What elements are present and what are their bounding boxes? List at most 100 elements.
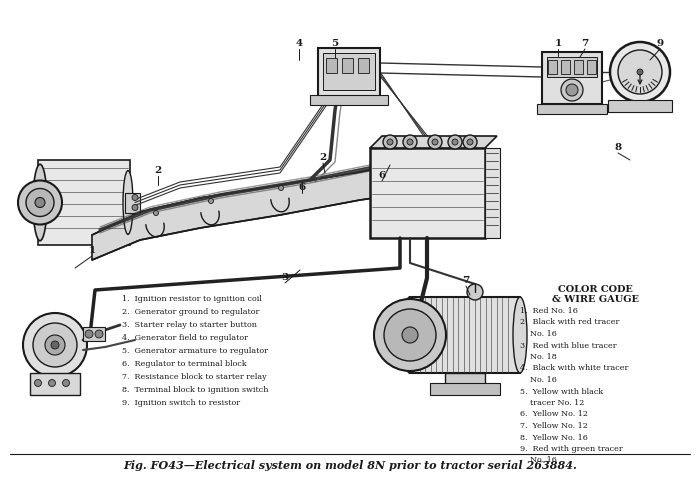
Text: 2.  Generator ground to regulator: 2. Generator ground to regulator	[122, 308, 260, 316]
Text: 8.  Yellow No. 16: 8. Yellow No. 16	[520, 434, 588, 442]
Text: COLOR CODE
& WIRE GAUGE: COLOR CODE & WIRE GAUGE	[552, 285, 638, 304]
Circle shape	[384, 309, 436, 361]
Text: 1.  Red No. 16: 1. Red No. 16	[520, 307, 578, 315]
Text: 8.  Terminal block to ignition switch: 8. Terminal block to ignition switch	[122, 386, 269, 394]
Circle shape	[618, 50, 662, 94]
Text: 5: 5	[331, 39, 339, 48]
Bar	[485, 148, 500, 238]
Circle shape	[428, 135, 442, 149]
Circle shape	[448, 135, 462, 149]
Bar	[548, 60, 557, 74]
Circle shape	[463, 135, 477, 149]
Ellipse shape	[123, 171, 133, 234]
Circle shape	[402, 327, 418, 343]
Circle shape	[95, 330, 103, 338]
Ellipse shape	[33, 164, 47, 241]
Text: 4.  Generator field to regulator: 4. Generator field to regulator	[122, 334, 248, 342]
Bar	[38, 160, 130, 245]
Bar	[561, 60, 570, 74]
Circle shape	[467, 284, 483, 300]
Circle shape	[383, 135, 397, 149]
Circle shape	[51, 341, 59, 349]
Text: 3.  Red with blue tracer: 3. Red with blue tracer	[520, 341, 617, 349]
Circle shape	[209, 198, 214, 204]
Circle shape	[432, 139, 438, 145]
Text: 2.  Black with red tracer: 2. Black with red tracer	[520, 318, 620, 326]
Bar	[370, 148, 485, 238]
Text: 2: 2	[319, 153, 327, 162]
Ellipse shape	[402, 297, 418, 373]
Circle shape	[566, 84, 578, 96]
Text: 6.  Yellow No. 12: 6. Yellow No. 12	[520, 411, 588, 419]
Bar	[410, 297, 520, 373]
Bar	[318, 48, 380, 100]
Circle shape	[561, 79, 583, 101]
Text: 9.  Red with green tracer: 9. Red with green tracer	[520, 445, 623, 453]
Text: 1: 1	[554, 39, 561, 48]
Bar	[537, 104, 607, 114]
Bar	[83, 327, 105, 341]
Bar	[445, 373, 485, 391]
Text: 8: 8	[615, 143, 622, 152]
Circle shape	[85, 330, 93, 338]
Polygon shape	[92, 165, 395, 260]
Circle shape	[34, 380, 41, 387]
Bar	[30, 373, 80, 395]
Polygon shape	[370, 136, 497, 148]
Circle shape	[26, 188, 54, 217]
Circle shape	[48, 380, 55, 387]
Circle shape	[132, 205, 138, 210]
Circle shape	[62, 380, 69, 387]
Circle shape	[279, 185, 284, 191]
Ellipse shape	[513, 297, 527, 373]
Text: 7: 7	[463, 276, 470, 285]
Bar	[542, 52, 602, 104]
Text: 5.  Yellow with black: 5. Yellow with black	[520, 388, 603, 395]
Text: 4: 4	[295, 39, 302, 48]
Text: 9.  Ignition switch to resistor: 9. Ignition switch to resistor	[122, 399, 240, 407]
Circle shape	[374, 299, 446, 371]
Bar	[125, 193, 140, 213]
Circle shape	[23, 313, 87, 377]
Circle shape	[467, 139, 473, 145]
Text: No. 16: No. 16	[520, 330, 557, 338]
Text: 5.  Generator armature to regulator: 5. Generator armature to regulator	[122, 347, 268, 355]
Text: 1: 1	[88, 246, 96, 255]
Bar	[574, 60, 583, 74]
Text: 2: 2	[155, 166, 162, 175]
Text: 7.  Yellow No. 12: 7. Yellow No. 12	[520, 422, 588, 430]
Text: 3.  Starter relay to starter button: 3. Starter relay to starter button	[122, 321, 257, 329]
Bar	[547, 57, 597, 77]
Bar	[323, 53, 375, 90]
Text: 7: 7	[582, 39, 589, 48]
Text: 3: 3	[281, 273, 288, 282]
Bar	[587, 60, 596, 74]
Text: 9: 9	[657, 39, 664, 48]
Circle shape	[637, 69, 643, 75]
Bar	[515, 280, 690, 455]
Bar	[608, 100, 672, 112]
Text: 6: 6	[379, 171, 386, 180]
Text: No. 16: No. 16	[520, 456, 557, 465]
Text: Fig. FO43—Electrical system on model 8N prior to tractor serial 263884.: Fig. FO43—Electrical system on model 8N …	[123, 460, 577, 471]
Circle shape	[407, 139, 413, 145]
Bar	[342, 58, 353, 73]
Circle shape	[403, 135, 417, 149]
Circle shape	[18, 181, 62, 225]
Circle shape	[35, 197, 45, 207]
Circle shape	[153, 210, 158, 216]
Text: tracer No. 12: tracer No. 12	[520, 399, 584, 407]
Bar	[430, 383, 500, 395]
Circle shape	[387, 139, 393, 145]
Text: 6: 6	[298, 183, 306, 192]
Text: 1.  Ignition resistor to ignition coil: 1. Ignition resistor to ignition coil	[122, 295, 262, 303]
Text: 6.  Regulator to terminal block: 6. Regulator to terminal block	[122, 360, 246, 368]
Circle shape	[45, 335, 65, 355]
Bar	[310, 95, 388, 105]
Bar	[358, 58, 369, 73]
Circle shape	[452, 139, 458, 145]
Text: 7.  Resistance block to starter relay: 7. Resistance block to starter relay	[122, 373, 267, 381]
Circle shape	[132, 195, 138, 200]
Bar	[326, 58, 337, 73]
Circle shape	[610, 42, 670, 102]
